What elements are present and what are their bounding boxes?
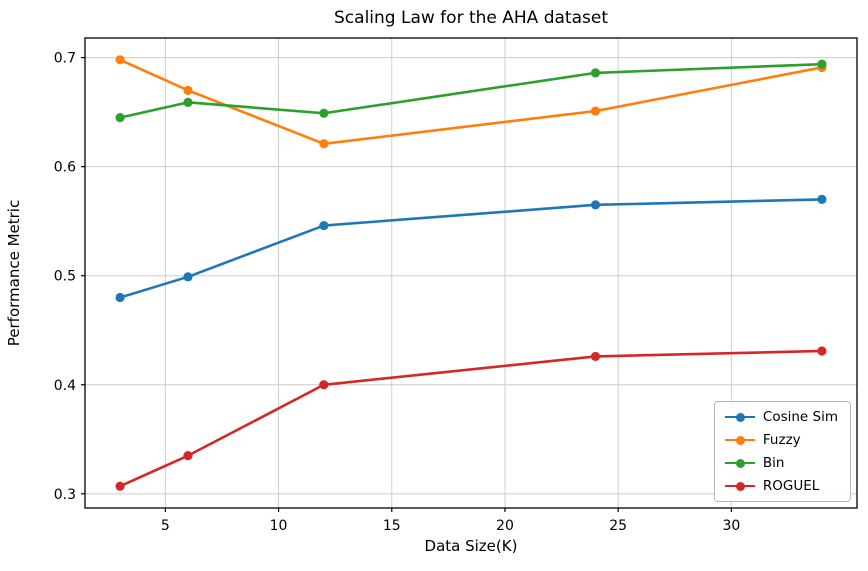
series-marker-cosine-sim: [817, 194, 827, 204]
x-tick-label: 20: [496, 518, 514, 534]
series-marker-cosine-sim: [115, 292, 125, 303]
legend-item-roguel: ROGUEL: [724, 478, 838, 494]
x-tick-label: 5: [161, 518, 170, 534]
series-marker-roguel: [115, 481, 125, 491]
legend-line-icon: [724, 435, 755, 445]
legend-label: Fuzzy: [762, 432, 801, 448]
x-tick-label: 30: [722, 518, 740, 534]
x-tick-label: 10: [270, 518, 288, 534]
legend-label: Bin: [762, 455, 785, 471]
legend: Cosine Sim Fuzzy Bin ROGUEL: [713, 401, 851, 502]
series-marker-bin: [319, 108, 329, 118]
series-marker-bin: [590, 68, 601, 78]
series-marker-bin: [115, 113, 125, 123]
y-tick-label: 0.7: [54, 51, 76, 67]
legend-item-fuzzy: Fuzzy: [724, 432, 838, 448]
legend-item-cosine-sim: Cosine Sim: [724, 409, 838, 425]
series-marker-fuzzy: [115, 55, 125, 65]
chart-title: Scaling Law for the AHA dataset: [334, 8, 608, 28]
legend-label: ROGUEL: [762, 478, 820, 494]
series-marker-fuzzy: [183, 85, 193, 95]
y-axis-label: Performance Metric: [5, 199, 23, 347]
x-tick-label: 15: [383, 518, 401, 534]
y-tick-label: 0.4: [54, 378, 76, 394]
legend-line-icon: [724, 481, 755, 491]
legend-line-icon: [724, 458, 755, 468]
legend-item-bin: Bin: [724, 455, 838, 471]
y-tick-label: 0.6: [54, 160, 76, 176]
x-tick-label: 25: [609, 518, 627, 534]
y-tick-label: 0.5: [54, 269, 76, 285]
series-marker-roguel: [183, 451, 193, 461]
y-tick-label: 0.3: [54, 487, 76, 503]
series-marker-cosine-sim: [183, 272, 193, 282]
series-marker-fuzzy: [319, 139, 329, 149]
series-marker-cosine-sim: [319, 220, 329, 231]
legend-line-icon: [724, 412, 755, 422]
x-axis-label: Data Size(K): [424, 537, 518, 555]
plot-border: [84, 37, 858, 509]
series-marker-roguel: [319, 380, 329, 390]
legend-label: Cosine Sim: [762, 409, 838, 425]
series-marker-roguel: [590, 351, 601, 362]
series-marker-roguel: [817, 346, 827, 356]
series-marker-bin: [183, 97, 193, 107]
series-marker-bin: [817, 59, 827, 69]
series-marker-cosine-sim: [590, 200, 601, 210]
series-marker-fuzzy: [590, 106, 601, 116]
